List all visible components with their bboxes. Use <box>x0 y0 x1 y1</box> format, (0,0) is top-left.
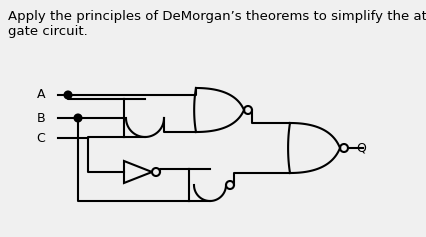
Circle shape <box>244 106 252 114</box>
Circle shape <box>340 144 348 152</box>
Text: A: A <box>37 88 45 101</box>
Text: Apply the principles of DeMorgan’s theorems to simplify the attached
gate circui: Apply the principles of DeMorgan’s theor… <box>8 10 426 38</box>
Text: Q: Q <box>356 141 366 155</box>
Circle shape <box>64 91 72 99</box>
Circle shape <box>75 114 81 122</box>
Circle shape <box>152 168 160 176</box>
Circle shape <box>226 181 234 189</box>
Text: B: B <box>36 111 45 124</box>
Text: C: C <box>36 132 45 145</box>
